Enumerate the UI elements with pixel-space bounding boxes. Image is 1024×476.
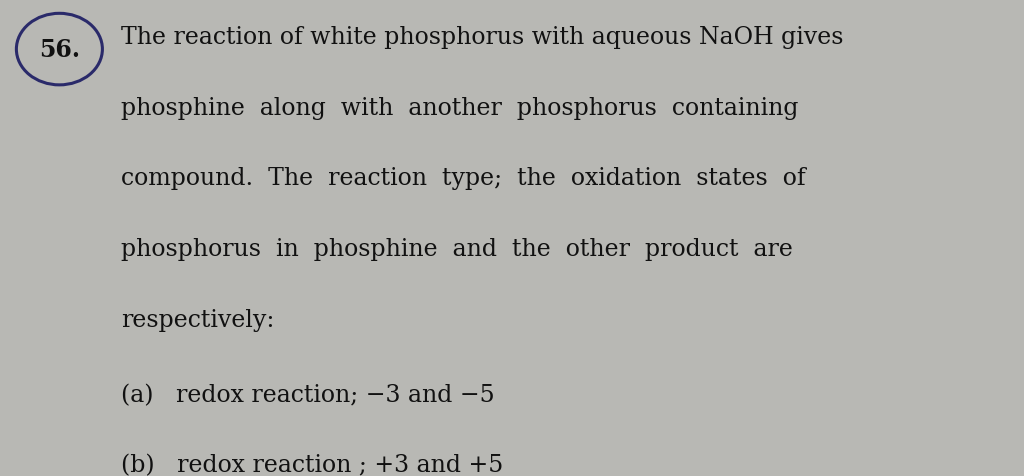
- Text: (b)   redox reaction ; +3 and +5: (b) redox reaction ; +3 and +5: [121, 454, 503, 476]
- Text: (a)   redox reaction; −3 and −5: (a) redox reaction; −3 and −5: [121, 383, 495, 406]
- Text: phosphorus  in  phosphine  and  the  other  product  are: phosphorus in phosphine and the other pr…: [121, 238, 793, 260]
- Text: phosphine  along  with  another  phosphorus  containing: phosphine along with another phosphorus …: [121, 97, 799, 119]
- Text: The reaction of white phosphorus with aqueous NaOH gives: The reaction of white phosphorus with aq…: [121, 26, 844, 49]
- Text: respectively:: respectively:: [121, 308, 274, 331]
- Text: 56.: 56.: [39, 38, 80, 62]
- Text: compound.  The  reaction  type;  the  oxidation  states  of: compound. The reaction type; the oxidati…: [121, 167, 806, 190]
